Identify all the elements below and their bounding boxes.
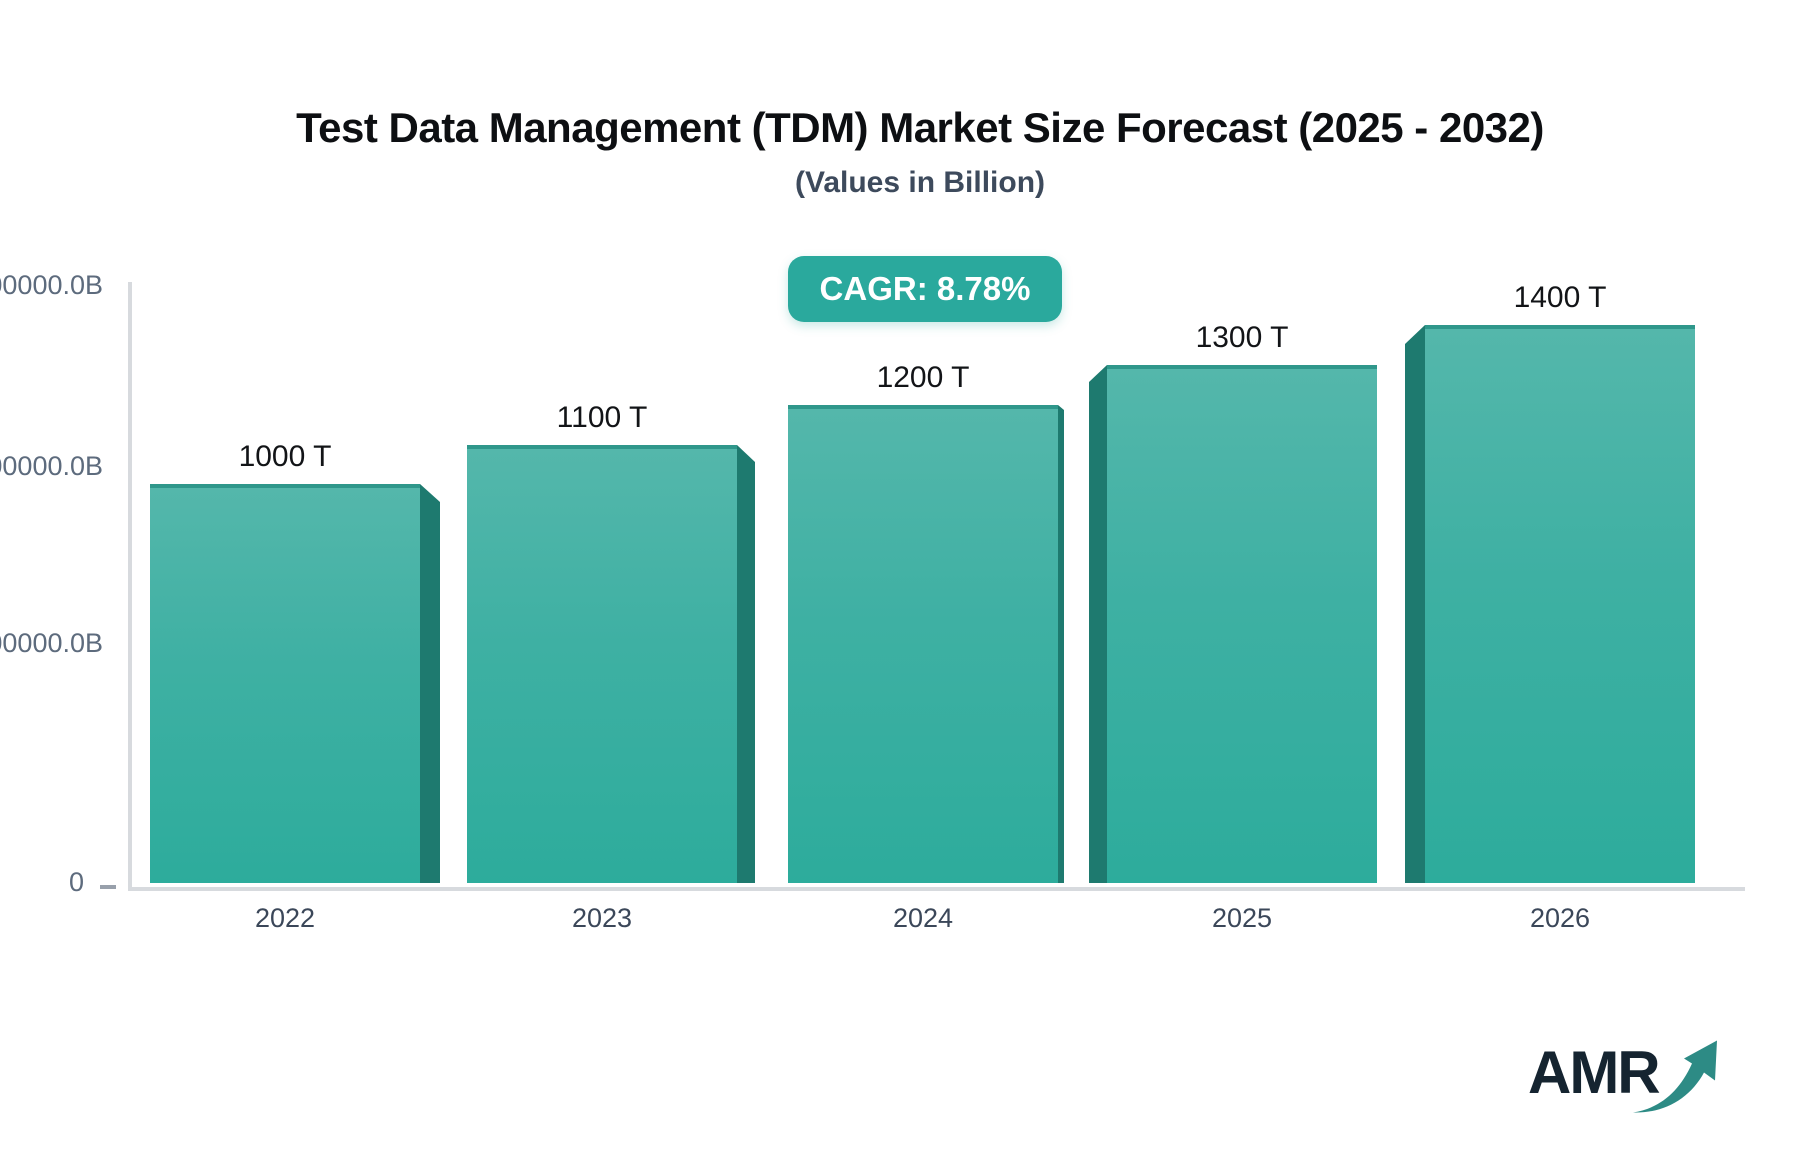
bar-value-label: 1300 T <box>1195 321 1289 354</box>
x-axis-label: 2024 <box>892 903 954 933</box>
chart-subtitle: (Values in Billion) <box>794 166 1046 199</box>
bar-3d-side <box>1405 325 1425 883</box>
y-axis-zero-label: 0 <box>68 867 84 897</box>
zero-tick-mark <box>100 885 116 889</box>
x-axis-label: 2026 <box>1529 903 1591 933</box>
amr-logo: AMR <box>1528 1030 1738 1125</box>
y-axis-line <box>128 282 132 890</box>
amr-logo-text: AMR <box>1528 1039 1661 1106</box>
bar-2026[interactable] <box>1425 325 1695 883</box>
bar-value-label: 1000 T <box>238 440 332 473</box>
bar-2024[interactable] <box>788 405 1058 883</box>
chart-title: Test Data Management (TDM) Market Size F… <box>296 104 1544 151</box>
y-axis-tick-label: 00000.0B <box>0 451 103 481</box>
bar-2025[interactable] <box>1107 365 1377 883</box>
y-axis-tick-label: 00000.0B <box>0 270 103 300</box>
growth-arrow-icon <box>1633 1040 1717 1113</box>
x-axis-label: 2023 <box>571 903 633 933</box>
cagr-badge: CAGR: 8.78% <box>788 256 1062 322</box>
bar-3d-side <box>1058 405 1064 883</box>
x-axis-line <box>128 887 1745 891</box>
bar-2023[interactable] <box>467 445 737 883</box>
bar-3d-side <box>737 445 755 883</box>
bar-3d-side <box>1089 365 1107 883</box>
x-axis-label: 2022 <box>254 903 316 933</box>
bar-2022[interactable] <box>150 484 420 883</box>
bar-value-label: 1200 T <box>876 361 970 394</box>
bar-3d-side <box>420 484 440 883</box>
bar-value-label: 1100 T <box>556 401 648 434</box>
x-axis-label: 2025 <box>1211 903 1273 933</box>
bar-value-label: 1400 T <box>1513 281 1607 314</box>
y-axis-tick-label: 00000.0B <box>0 628 103 658</box>
